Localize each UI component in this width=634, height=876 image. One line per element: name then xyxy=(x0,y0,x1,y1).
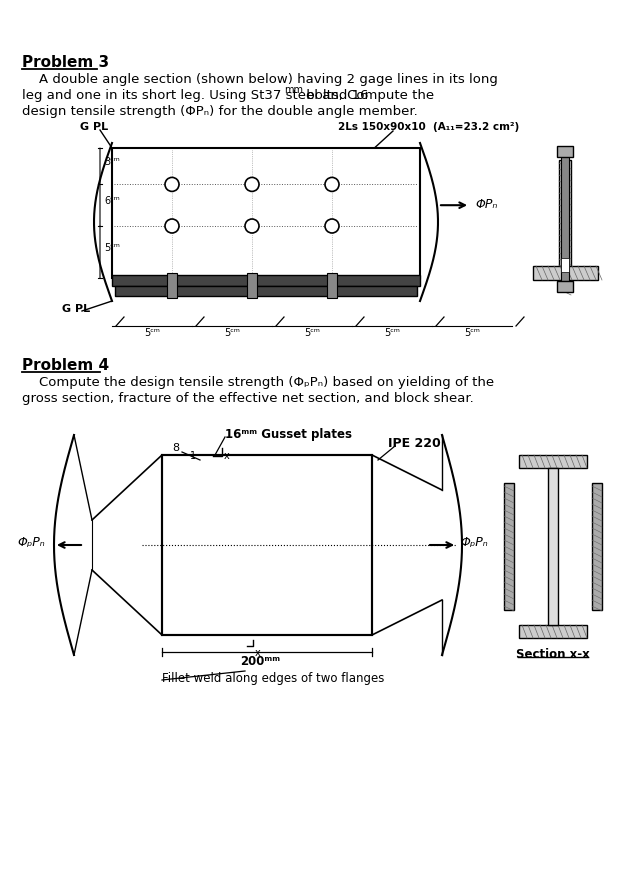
Circle shape xyxy=(165,178,179,191)
Text: 16ᵐᵐ Gusset plates: 16ᵐᵐ Gusset plates xyxy=(225,428,352,441)
Text: IPE 220: IPE 220 xyxy=(388,437,441,450)
Text: 5ᶜᵐ: 5ᶜᵐ xyxy=(144,328,160,338)
Bar xyxy=(327,273,337,298)
Bar xyxy=(519,625,587,638)
Text: ΦₚPₙ: ΦₚPₙ xyxy=(17,536,45,549)
Circle shape xyxy=(245,219,259,233)
Circle shape xyxy=(245,178,259,191)
Bar xyxy=(559,160,571,290)
Bar xyxy=(561,150,569,285)
Text: leg and one in its short leg. Using St37 steel and 16: leg and one in its short leg. Using St37… xyxy=(22,89,368,102)
Text: bolts, Compute the: bolts, Compute the xyxy=(302,89,434,102)
Text: 5ᶜᵐ: 5ᶜᵐ xyxy=(384,328,400,338)
Text: mm: mm xyxy=(284,85,303,95)
Bar xyxy=(533,266,598,280)
Text: 5ᶜᵐ: 5ᶜᵐ xyxy=(464,328,480,338)
Text: Problem 3: Problem 3 xyxy=(22,55,109,70)
Text: Problem 4: Problem 4 xyxy=(22,358,109,373)
Text: ΦPₙ: ΦPₙ xyxy=(475,198,498,211)
Text: x: x xyxy=(255,648,261,658)
Text: 2Ls 150x90x10  (A₁₁=23.2 cm²): 2Ls 150x90x10 (A₁₁=23.2 cm²) xyxy=(338,122,519,132)
Text: 3ᶜᵐ: 3ᶜᵐ xyxy=(104,157,120,167)
Text: Compute the design tensile strength (ΦₚPₙ) based on yielding of the: Compute the design tensile strength (ΦₚP… xyxy=(22,376,494,389)
Text: A double angle section (shown below) having 2 gage lines in its long: A double angle section (shown below) hav… xyxy=(22,73,498,86)
Text: 1: 1 xyxy=(190,451,196,461)
Text: 6ᶜᵐ: 6ᶜᵐ xyxy=(104,196,120,206)
Bar xyxy=(557,146,573,157)
Bar xyxy=(504,483,514,610)
Bar xyxy=(162,455,372,635)
Bar xyxy=(167,273,177,298)
Text: gross section, fracture of the effective net section, and block shear.: gross section, fracture of the effective… xyxy=(22,392,474,405)
Text: Section x-x: Section x-x xyxy=(516,648,590,661)
Text: G PL: G PL xyxy=(62,304,90,314)
Text: 200ᵐᵐ: 200ᵐᵐ xyxy=(240,655,280,668)
Circle shape xyxy=(325,178,339,191)
Bar xyxy=(115,286,417,296)
Text: x: x xyxy=(224,451,230,461)
Bar xyxy=(112,275,420,286)
Text: 5ᶜᵐ: 5ᶜᵐ xyxy=(104,243,120,253)
Text: 5ᶜᵐ: 5ᶜᵐ xyxy=(304,328,320,338)
Text: design tensile strength (ΦPₙ) for the double angle member.: design tensile strength (ΦPₙ) for the do… xyxy=(22,105,418,118)
Bar xyxy=(561,258,569,272)
Text: 8: 8 xyxy=(172,443,179,453)
Text: 5ᶜᵐ: 5ᶜᵐ xyxy=(224,328,240,338)
Bar xyxy=(112,148,420,278)
Circle shape xyxy=(165,219,179,233)
Bar xyxy=(162,455,372,635)
Bar xyxy=(548,468,558,625)
Bar xyxy=(247,273,257,298)
Text: ΦₚPₙ: ΦₚPₙ xyxy=(460,536,488,549)
Circle shape xyxy=(325,219,339,233)
Bar xyxy=(519,455,587,468)
Text: Fillet weld along edges of two flanges: Fillet weld along edges of two flanges xyxy=(162,672,384,685)
Text: G PL: G PL xyxy=(80,122,108,132)
Bar xyxy=(592,483,602,610)
Bar xyxy=(557,281,573,292)
